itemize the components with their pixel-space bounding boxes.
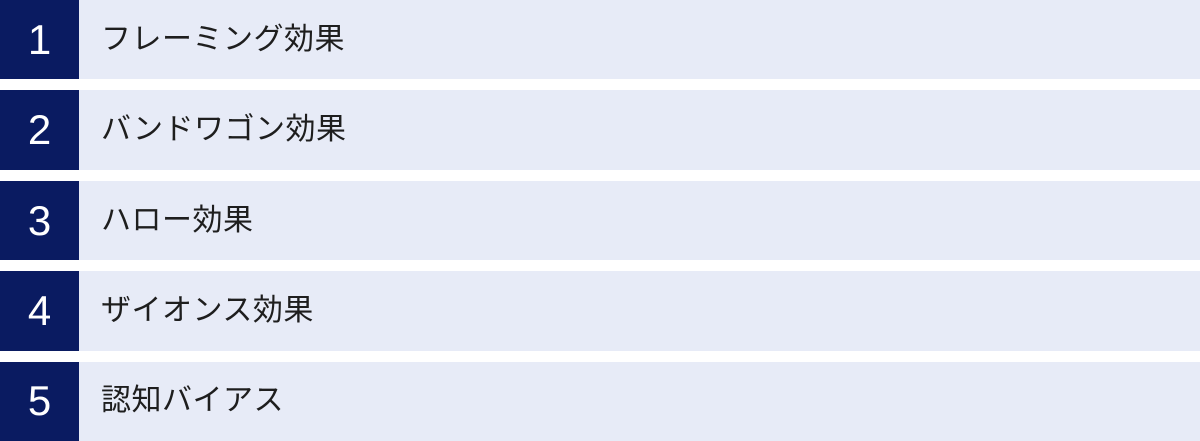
item-number-badge: 2 bbox=[0, 90, 79, 170]
item-label: 認知バイアス bbox=[101, 384, 284, 418]
item-label: フレーミング効果 bbox=[101, 22, 345, 56]
item-row-background: バンドワゴン効果 bbox=[79, 90, 1200, 170]
item-number: 1 bbox=[27, 15, 52, 63]
item-number-badge: 1 bbox=[0, 0, 79, 80]
item-number: 2 bbox=[27, 106, 52, 154]
list-item: 2 バンドワゴン効果 bbox=[0, 90, 1200, 170]
item-number-badge: 4 bbox=[0, 271, 79, 351]
item-row-background: フレーミング効果 bbox=[79, 0, 1200, 80]
item-number: 3 bbox=[27, 196, 52, 244]
item-label: バンドワゴン効果 bbox=[101, 113, 347, 147]
list-item: 1 フレーミング効果 bbox=[0, 0, 1200, 80]
item-number: 5 bbox=[27, 377, 52, 425]
list-item: 4 ザイオンス効果 bbox=[0, 271, 1200, 351]
item-number-badge: 5 bbox=[0, 361, 79, 441]
list-item: 3 ハロー効果 bbox=[0, 180, 1200, 261]
item-row-background: ハロー効果 bbox=[79, 180, 1200, 261]
item-number-badge: 3 bbox=[0, 180, 79, 261]
item-label: ザイオンス効果 bbox=[101, 293, 314, 327]
list-item: 5 認知バイアス bbox=[0, 361, 1200, 441]
item-label: ハロー効果 bbox=[101, 203, 254, 237]
item-row-background: 認知バイアス bbox=[79, 361, 1200, 441]
item-row-background: ザイオンス効果 bbox=[79, 271, 1200, 351]
item-number: 4 bbox=[27, 286, 52, 334]
